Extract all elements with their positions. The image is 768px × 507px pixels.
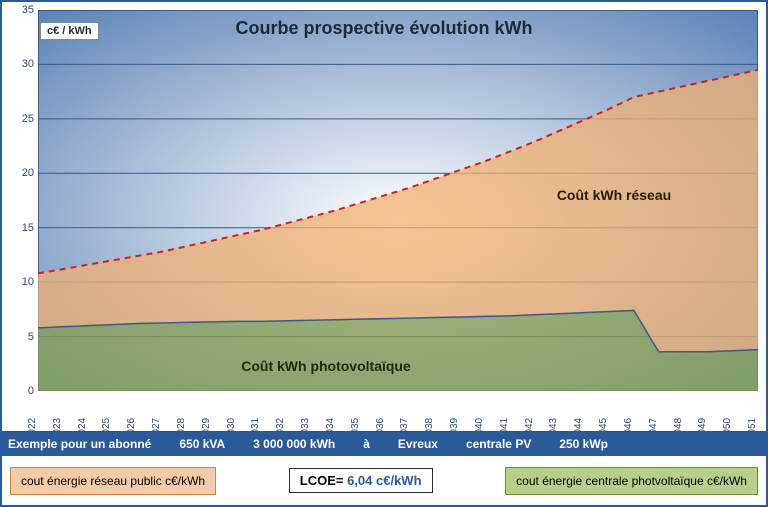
y-tick-label: 20: [22, 167, 34, 179]
lcoe-value: 6,04 c€/kWh: [347, 473, 421, 488]
lcoe-box: LCOE= 6,04 c€/kWh: [289, 468, 433, 493]
y-tick-label: 35: [22, 4, 34, 16]
legend-pv: cout énergie centrale photvoltaïque c€/k…: [505, 467, 758, 495]
y-tick-label: 5: [28, 331, 34, 343]
x-axis-ticks: 2022202320242025202620272028202920302031…: [38, 393, 758, 431]
y-tick-label: 25: [22, 113, 34, 125]
y-tick-label: 10: [22, 276, 34, 288]
subtitle-bar: Exemple pour un abonné 650 kVA 3 000 000…: [2, 432, 766, 456]
annotation-reseau: Coût kWh réseau: [557, 187, 671, 203]
subtitle-part: à: [363, 437, 370, 451]
subtitle-part: 3 000 000 kWh: [253, 437, 335, 451]
chart-area: 0 5 10 15 20 25 30 35 2022202320242025202620272…: [2, 2, 766, 432]
legend-reseau: cout énergie réseau public c€/kWh: [10, 467, 216, 495]
y-tick-label: 0: [28, 385, 34, 397]
chart-title: Courbe prospective évolution kWh: [2, 18, 766, 39]
y-axis-ticks: 05101520253035: [2, 10, 36, 391]
y-axis-label: c€ / kWh: [40, 22, 99, 40]
subtitle-part: centrale PV: [466, 437, 531, 451]
y-tick-label: 15: [22, 222, 34, 234]
y-tick-label: 30: [22, 58, 34, 70]
subtitle-part: Evreux: [398, 437, 438, 451]
subtitle-part: Exemple pour un abonné: [8, 437, 151, 451]
subtitle-part: 650 kVA: [179, 437, 225, 451]
subtitle-part: 250 kWp: [559, 437, 608, 451]
lcoe-label: LCOE=: [300, 473, 344, 488]
annotation-pv: Coût kWh photovoltaïque: [241, 358, 411, 374]
chart-frame: 0 5 10 15 20 25 30 35 2022202320242025202620272…: [0, 0, 768, 507]
legend-row: cout énergie réseau public c€/kWh LCOE= …: [2, 456, 766, 505]
